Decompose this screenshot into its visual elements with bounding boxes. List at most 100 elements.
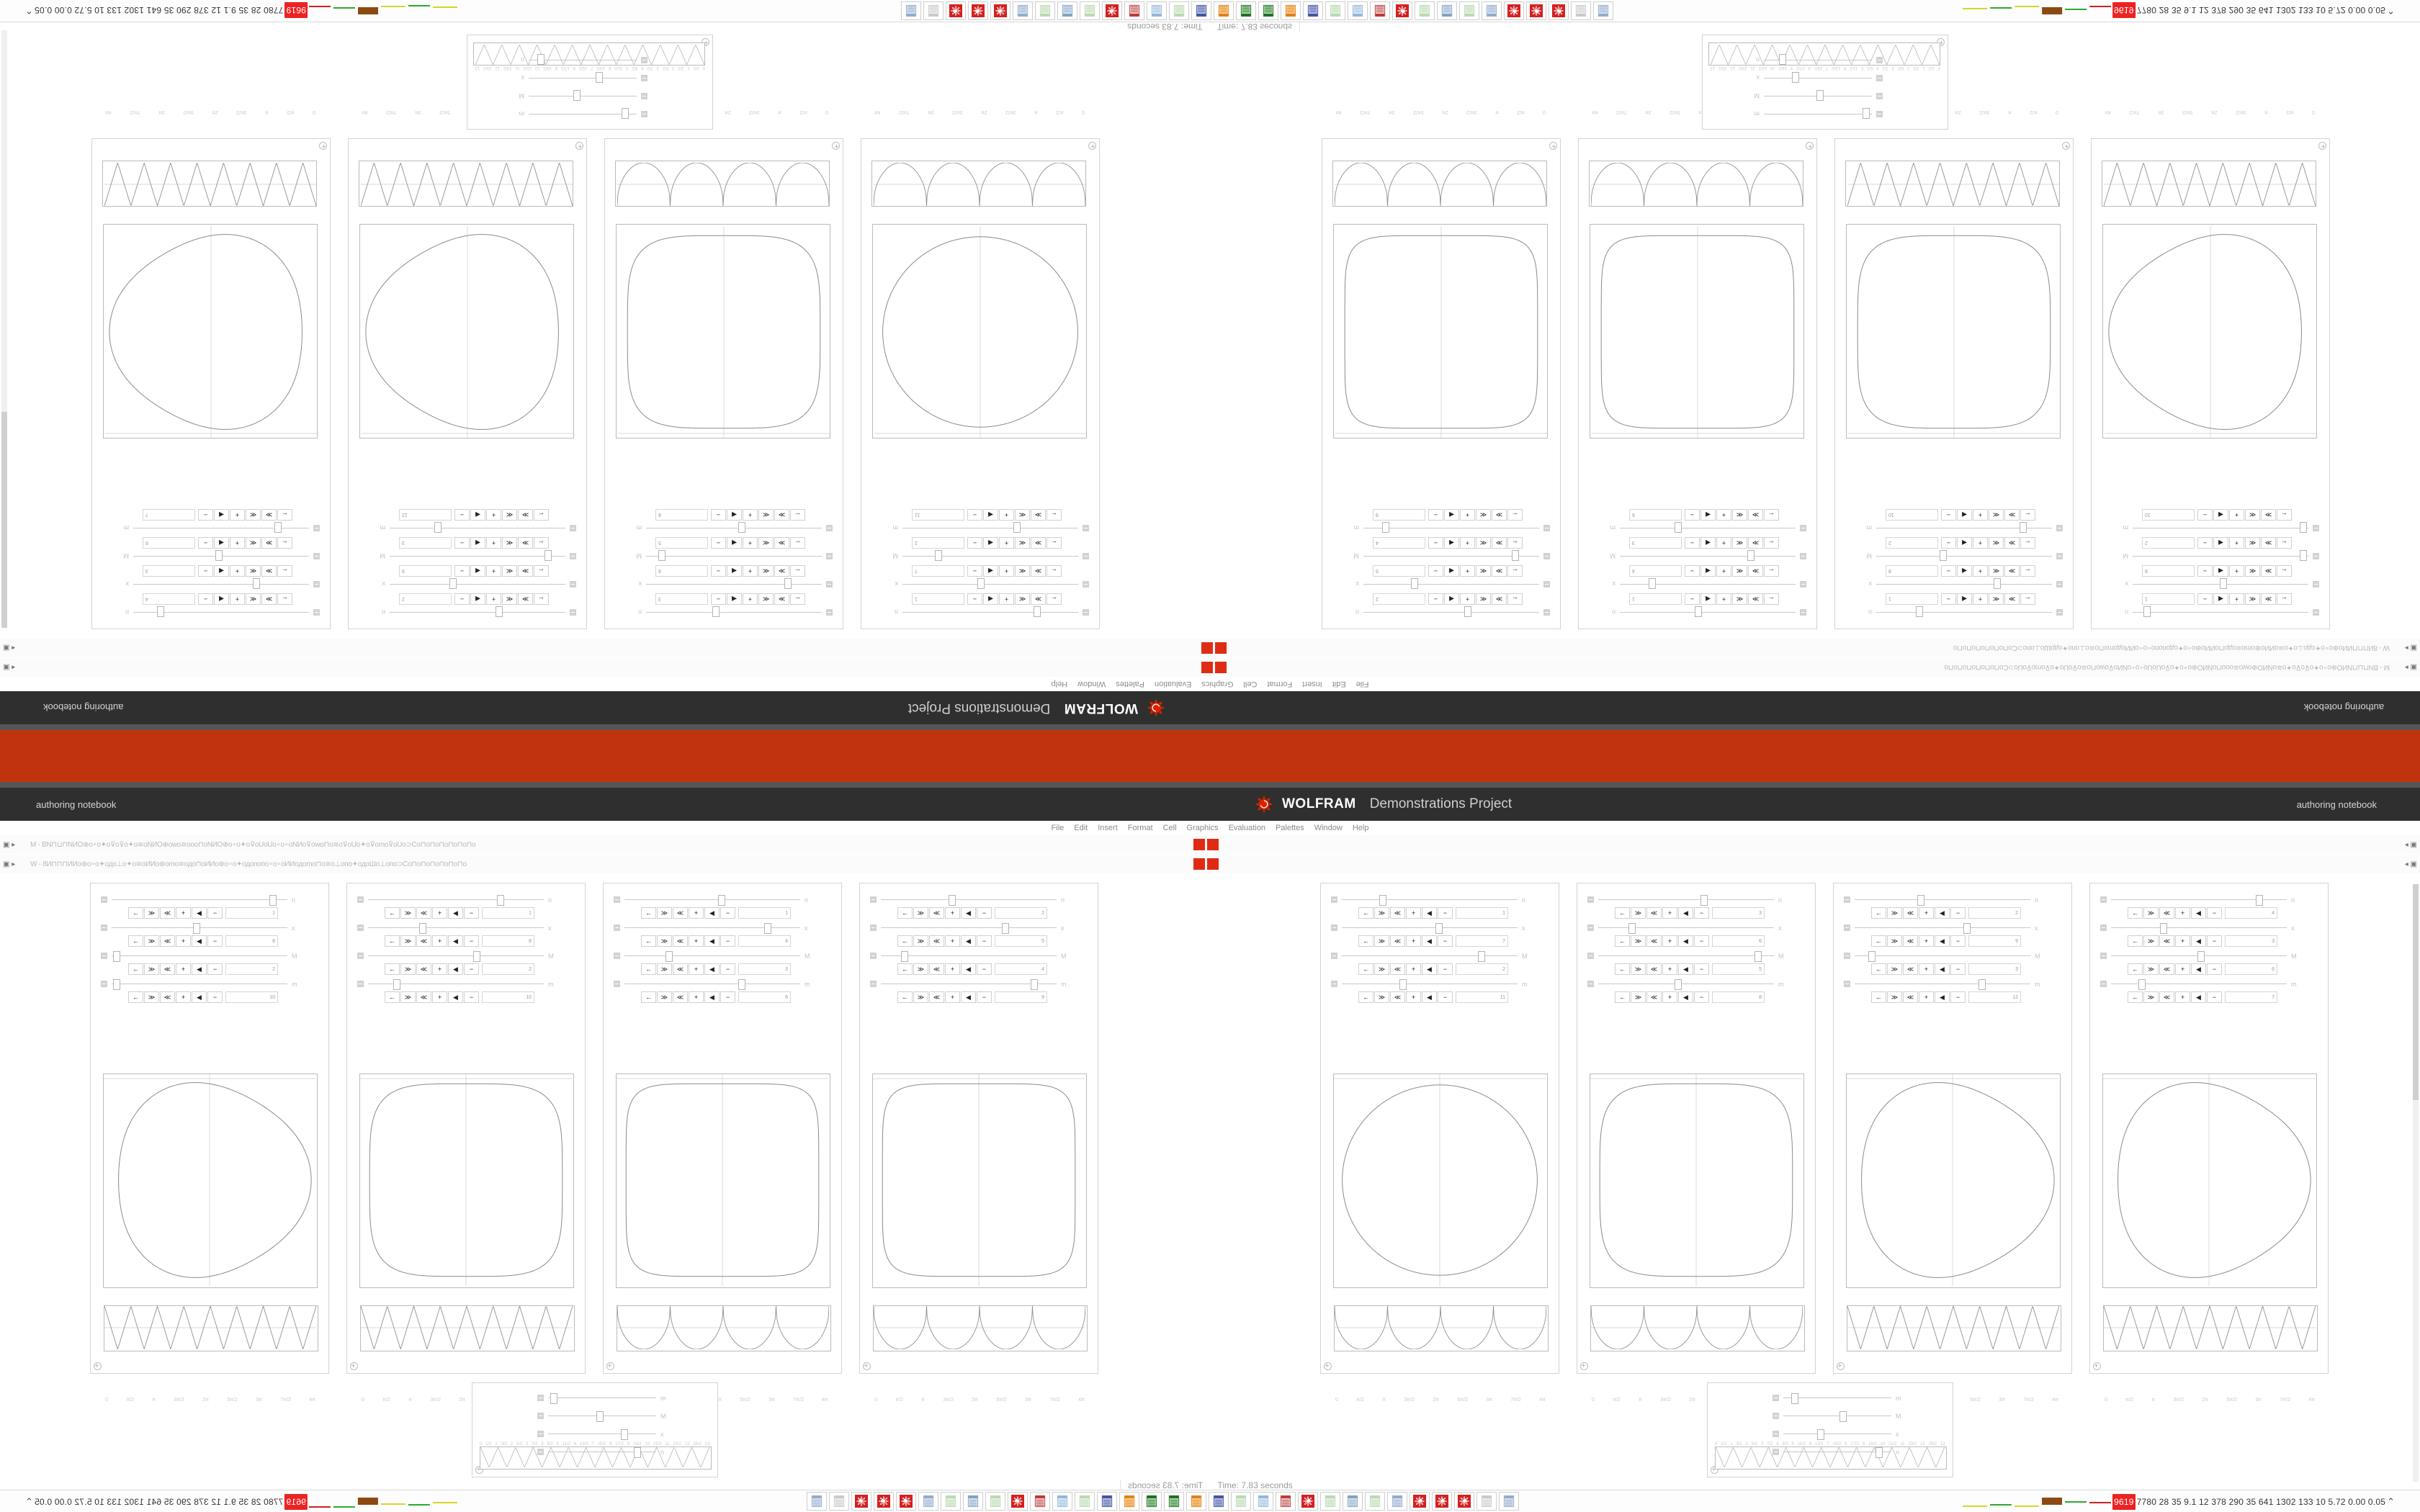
play-button[interactable]: ◀ [983,593,998,605]
menu-item-help[interactable]: Help [1353,824,1369,832]
decrement-button[interactable]: − [967,593,982,605]
manipulate-controls[interactable]: n ← ≫ ≪ + ◀ −1 x ← ≫ ≪ + ◀ −8 M ← ≫ ≪ + ◀ −2 m ← ≫ ≪ + ◀ −10 [2102,505,2319,617]
slider-button-row[interactable]: ← ≫ ≪ + ◀ −4 [1589,565,1779,577]
fast-forward-button[interactable]: ≫ [1748,537,1763,549]
reset-button[interactable]: ← [2128,907,2143,919]
play-button[interactable]: ◀ [448,935,463,947]
taskbar-item-firefox[interactable] [1214,1,1234,20]
reset-button[interactable]: ← [641,907,656,919]
reset-button[interactable]: ← [128,907,143,919]
slider-row[interactable]: x [1589,580,1806,589]
rewind-button[interactable]: ≪ [929,991,944,1003]
fast-forward-button[interactable]: ≫ [913,935,928,947]
slider-row[interactable]: m [871,523,1089,533]
taskbar-item-mathematica[interactable] [896,1492,916,1511]
slider-row[interactable]: n [2100,895,2318,904]
cell-collapse-right[interactable]: ◂ ▣ [3,664,15,672]
slider-track[interactable] [1342,955,1518,956]
menu-bar[interactable]: File Edit Insert Format Cell Graphics Ev… [0,821,2420,835]
slider-track[interactable] [881,955,1057,956]
reset-button[interactable]: ← [385,963,400,975]
slider-row[interactable]: n [1773,1447,1931,1457]
fast-forward-button[interactable]: ≫ [261,537,277,549]
slider-row[interactable]: M [615,552,833,561]
increment-button[interactable]: + [1973,537,1988,549]
reset-button[interactable]: ← [2277,593,2292,605]
slider-thumb[interactable] [496,606,503,617]
increment-button[interactable]: + [1716,509,1731,521]
table-row[interactable]: ▣ ▸ M - BN⊓⊔⊓NИO⊕o∘o✦o⊽o⊽o✦o≅oNИO⊕owo≅oo… [0,835,2420,854]
menu-item-help[interactable]: Help [1052,680,1068,688]
play-button[interactable]: ◀ [1935,991,1950,1003]
slider-row[interactable]: x [614,923,831,932]
taskbar-item-flag[interactable] [923,1,944,20]
reset-button[interactable]: ← [277,537,292,549]
reset-button[interactable]: ← [2020,537,2035,549]
manipulate-panel[interactable]: 0 π/2 π 3π/2 2π 5π/2 3π 7π/2 4π n ← ≫ ≪ + ◀ −2 x ← ≫ ≪ + ◀ −5 M… [1322,138,1561,629]
rewind-button[interactable]: ≪ [1390,935,1405,947]
slider-row[interactable]: m [615,523,833,533]
slider-track[interactable] [2133,556,2308,557]
rewind-button[interactable]: ≪ [758,509,774,521]
rewind-button[interactable]: ≪ [1903,935,1918,947]
reset-button[interactable]: ← [1507,565,1523,577]
fast-forward-button[interactable]: ≫ [1031,565,1046,577]
parametric-curve-plot[interactable] [872,224,1087,438]
manipulate-controls[interactable]: n ← ≫ ≪ + ◀ −4 x ← ≫ ≪ + ◀ −3 M ← ≫ ≪ + ◀ −6 m ← ≫ ≪ + ◀ −7 [102,505,320,617]
taskbar-item-notebook[interactable] [1387,1492,1407,1511]
taskbar-item-notepad[interactable] [1231,1492,1251,1511]
minus-icon[interactable] [1587,896,1594,903]
plus-icon[interactable] [641,93,647,99]
slider-thumb[interactable] [1031,979,1038,990]
increment-button[interactable]: + [945,963,960,975]
increment-button[interactable]: + [945,935,960,947]
slider-row[interactable]: x [1332,580,1550,589]
decrement-button[interactable]: − [207,935,223,947]
slider-button-row[interactable]: ← ≫ ≪ + ◀ −3 [1871,963,2061,975]
decrement-button[interactable]: − [464,991,479,1003]
minus-icon[interactable] [1800,553,1806,559]
rewind-button[interactable]: ≪ [1015,509,1030,521]
play-button[interactable]: ◀ [2213,565,2228,577]
fast-forward-button[interactable]: ≫ [518,565,533,577]
slider-thumb[interactable] [2197,951,2205,962]
decrement-button[interactable]: − [1941,537,1956,549]
decrement-button[interactable]: − [711,593,726,605]
slider-track[interactable] [368,955,544,956]
rewind-button[interactable]: ≪ [502,593,517,605]
reset-button[interactable]: ← [128,963,143,975]
fast-forward-button[interactable]: ≫ [774,565,789,577]
play-button[interactable]: ◀ [1444,565,1459,577]
slider-row[interactable]: x [615,580,833,589]
taskbar-item-calculator[interactable] [1348,1,1368,20]
slider-thumb[interactable] [193,923,200,934]
decrement-button[interactable]: − [720,963,735,975]
manipulate-controls[interactable]: n ← ≫ ≪ + ◀ −2 x ← ≫ ≪ + ◀ −9 M ← ≫ ≪ + ◀ −3 m ← ≫ ≪ + ◀ −12 [359,505,576,617]
minus-icon[interactable] [357,953,364,959]
rewind-button[interactable]: ≪ [1989,593,2004,605]
slider-row[interactable]: m [1332,523,1550,533]
slider-thumb[interactable] [2020,522,2027,533]
slider-track[interactable] [2111,899,2287,900]
rewind-button[interactable]: ≪ [416,935,431,947]
reset-button[interactable]: ← [790,593,805,605]
slider-value-field[interactable]: 6 [738,991,791,1003]
slider-thumb[interactable] [1747,550,1754,561]
slider-thumb[interactable] [1863,108,1870,119]
parametric-curve-plot[interactable] [616,224,830,438]
taskbar-item-notebook[interactable] [1499,1492,1519,1511]
fast-forward-button[interactable]: ≫ [2261,509,2276,521]
play-button[interactable]: ◀ [1678,935,1693,947]
decrement-button[interactable]: − [198,509,213,521]
slider-value-field[interactable]: 2 [912,537,964,549]
reset-button[interactable]: ← [2020,565,2035,577]
table-row[interactable]: ▣ ▸ W - 8И⊓⊓⊓ИИo⊕o∘o✦oдo⊥o✦o≅oИИo⊕omo≅oд… [0,639,2420,657]
slider-button-row[interactable]: ← ≫ ≪ + ◀ −2 [128,963,318,975]
taskbar-item-firefox[interactable] [1119,1492,1139,1511]
scrollbar-thumb[interactable] [1,412,7,628]
fast-forward-button[interactable]: ≫ [2143,991,2159,1003]
increment-button[interactable]: + [1973,509,1988,521]
slider-thumb[interactable] [764,923,771,934]
slider-thumb[interactable] [1940,550,1947,561]
decrement-button[interactable]: − [977,935,992,947]
